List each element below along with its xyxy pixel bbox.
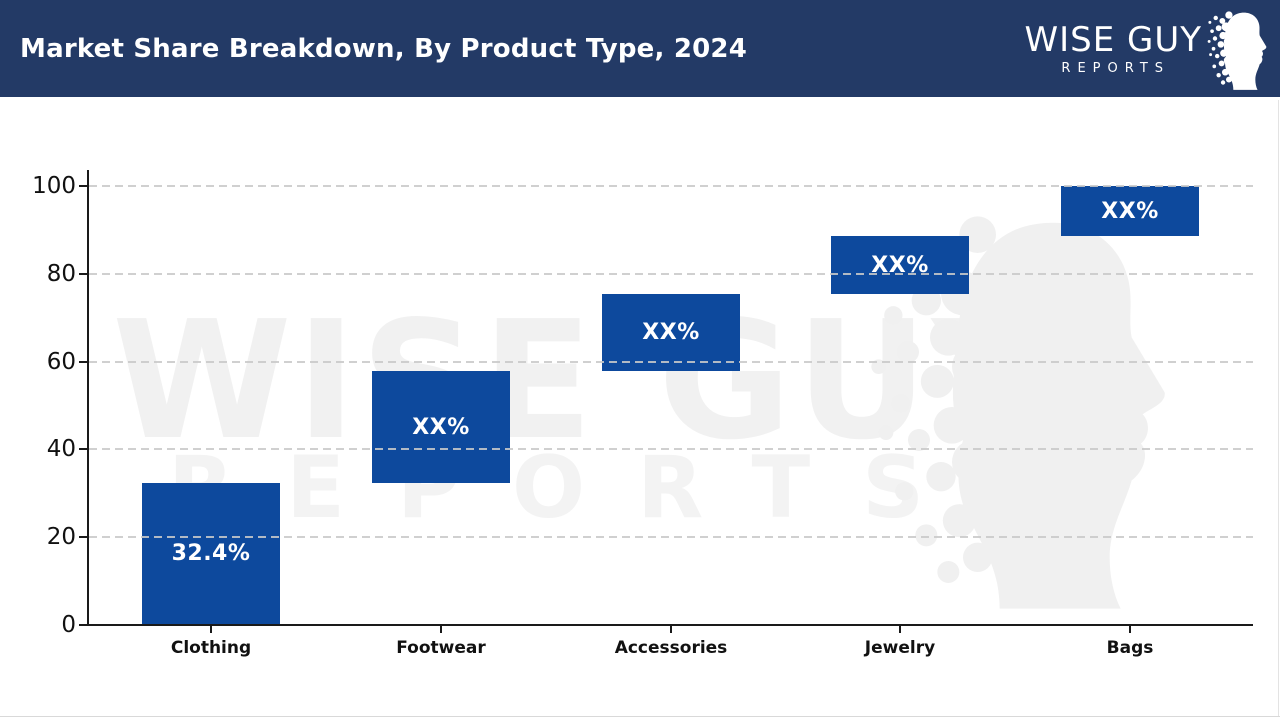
- x-tick-label-bags: Bags: [1106, 638, 1154, 658]
- y-tick-label-100: 100: [32, 173, 76, 199]
- gridline-40: [89, 448, 1253, 451]
- brand-face-icon: [1204, 9, 1270, 90]
- y-tick-40: [79, 448, 87, 451]
- y-tick-60: [79, 360, 87, 363]
- page-title: Market Share Breakdown, By Product Type,…: [20, 33, 747, 64]
- gridline-20: [89, 536, 1253, 539]
- y-tick-100: [79, 185, 87, 187]
- brand-logo-text: WISE GUY REPORTS: [1024, 20, 1202, 76]
- watermark-subtitle: REPORTS: [168, 438, 977, 538]
- x-axis-line: [87, 624, 1253, 626]
- bar-footwear: XX%: [372, 371, 510, 483]
- x-tick-footwear: [440, 626, 442, 633]
- bottom-divider-line: [0, 716, 1280, 717]
- bar-bags: XX%: [1061, 186, 1199, 237]
- bar-accessories: XX%: [602, 293, 740, 372]
- x-tick-label-accessories: Accessories: [614, 638, 728, 658]
- x-tick-clothing: [210, 626, 212, 633]
- y-tick-20: [79, 536, 87, 539]
- bar-value-label: XX%: [412, 414, 470, 440]
- x-tick-jewelry: [899, 626, 901, 633]
- y-tick-0: [79, 624, 87, 626]
- bar-value-label: 32.4%: [171, 541, 251, 567]
- brand-wordmark: WISE GUY: [1024, 20, 1202, 61]
- x-tick-label-clothing: Clothing: [170, 638, 252, 658]
- brand-logo: WISE GUY REPORTS: [1008, 6, 1270, 92]
- bar-jewelry: XX%: [831, 236, 969, 294]
- right-divider-line: [1278, 100, 1279, 716]
- bar-clothing: 32.4%: [142, 482, 280, 625]
- y-axis-line: [87, 170, 89, 626]
- gridline-60: [89, 360, 1253, 363]
- bar-value-label: XX%: [642, 319, 700, 345]
- x-tick-label-footwear: Footwear: [396, 638, 486, 658]
- header-bar: Market Share Breakdown, By Product Type,…: [0, 0, 1280, 97]
- gridline-100: [89, 185, 1253, 187]
- x-tick-accessories: [670, 626, 672, 633]
- y-tick-label-20: 20: [46, 524, 76, 551]
- y-tick-label-40: 40: [46, 436, 76, 463]
- y-tick-label-80: 80: [46, 260, 76, 287]
- x-tick-label-jewelry: Jewelry: [864, 638, 936, 658]
- x-tick-bags: [1129, 626, 1131, 633]
- y-tick-label-0: 0: [61, 612, 76, 638]
- y-tick-label-60: 60: [46, 348, 76, 375]
- gridline-80: [89, 272, 1253, 275]
- brand-subtitle: REPORTS: [1061, 60, 1171, 76]
- bar-value-label: XX%: [1101, 198, 1159, 224]
- y-tick-80: [79, 272, 87, 275]
